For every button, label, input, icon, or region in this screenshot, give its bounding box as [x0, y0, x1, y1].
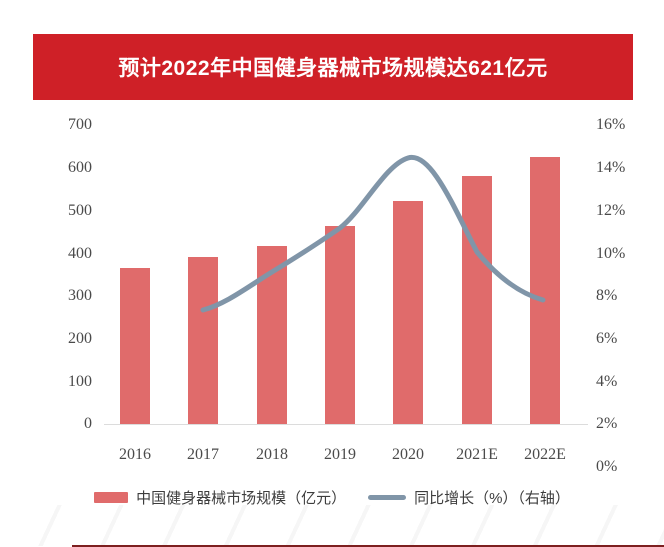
bar-2018	[257, 246, 287, 424]
x-axis-tick-2019: 2019	[324, 446, 356, 463]
left-axis-tick-0: 0	[84, 415, 92, 432]
right-axis-tick-2: 2%	[596, 415, 618, 432]
x-axis-tick-2022E: 2022E	[524, 446, 566, 463]
x-axis-tick-2021E: 2021E	[456, 446, 498, 463]
legend-bar-swatch-icon	[94, 491, 129, 503]
bar-2020	[393, 201, 423, 424]
page-title: 预计2022年中国健身器械市场规模达621亿元	[118, 57, 548, 80]
left-axis-tick-600: 600	[68, 159, 92, 176]
right-axis-tick-8: 8%	[596, 287, 618, 304]
x-axis-tick-2018: 2018	[256, 446, 288, 463]
left-axis-tick-400: 400	[68, 245, 92, 262]
left-axis-tick-200: 200	[68, 330, 92, 347]
bar-2017	[188, 257, 218, 424]
right-axis-tick-12: 12%	[596, 202, 626, 219]
plot-area: 700 600 500 400 300 200 100 0 16% 14% 12…	[0, 108, 664, 475]
left-axis-tick-100: 100	[68, 373, 92, 390]
right-axis-tick-4: 4%	[596, 373, 618, 390]
left-axis-tick-300: 300	[68, 287, 92, 304]
legend-line-swatch-icon	[368, 494, 407, 500]
right-axis-tick-6: 6%	[596, 330, 618, 347]
right-axis-tick-10: 10%	[596, 245, 626, 262]
right-axis-tick-16: 16%	[596, 116, 626, 133]
bar-2022E	[530, 157, 560, 424]
bar-2019	[325, 226, 355, 424]
chart-title-banner: 预计2022年中国健身器械市场规模达621亿元	[33, 34, 633, 100]
legend-label-market-size: 中国健身器械市场规模（亿元）	[136, 489, 347, 507]
bar-2016	[120, 268, 150, 424]
x-axis-tick-2020: 2020	[392, 446, 424, 463]
x-axis-tick-2017: 2017	[187, 446, 219, 463]
legend-item-growth-rate: 同比增长（%）（右轴）	[368, 487, 570, 508]
left-axis-tick-500: 500	[68, 202, 92, 219]
bar-2021E	[462, 176, 492, 424]
right-axis-tick-0: 0%	[596, 458, 618, 475]
legend-item-market-size: 中国健身器械市场规模（亿元）	[94, 487, 346, 508]
x-axis-baseline	[104, 424, 588, 425]
legend-label-growth-rate: 同比增长（%）（右轴）	[414, 489, 570, 507]
right-axis-tick-14: 14%	[596, 159, 626, 176]
x-axis-tick-2016: 2016	[119, 446, 151, 463]
chart-legend: 中国健身器械市场规模（亿元） 同比增长（%）（右轴）	[0, 480, 664, 514]
left-axis-tick-700: 700	[68, 116, 92, 133]
